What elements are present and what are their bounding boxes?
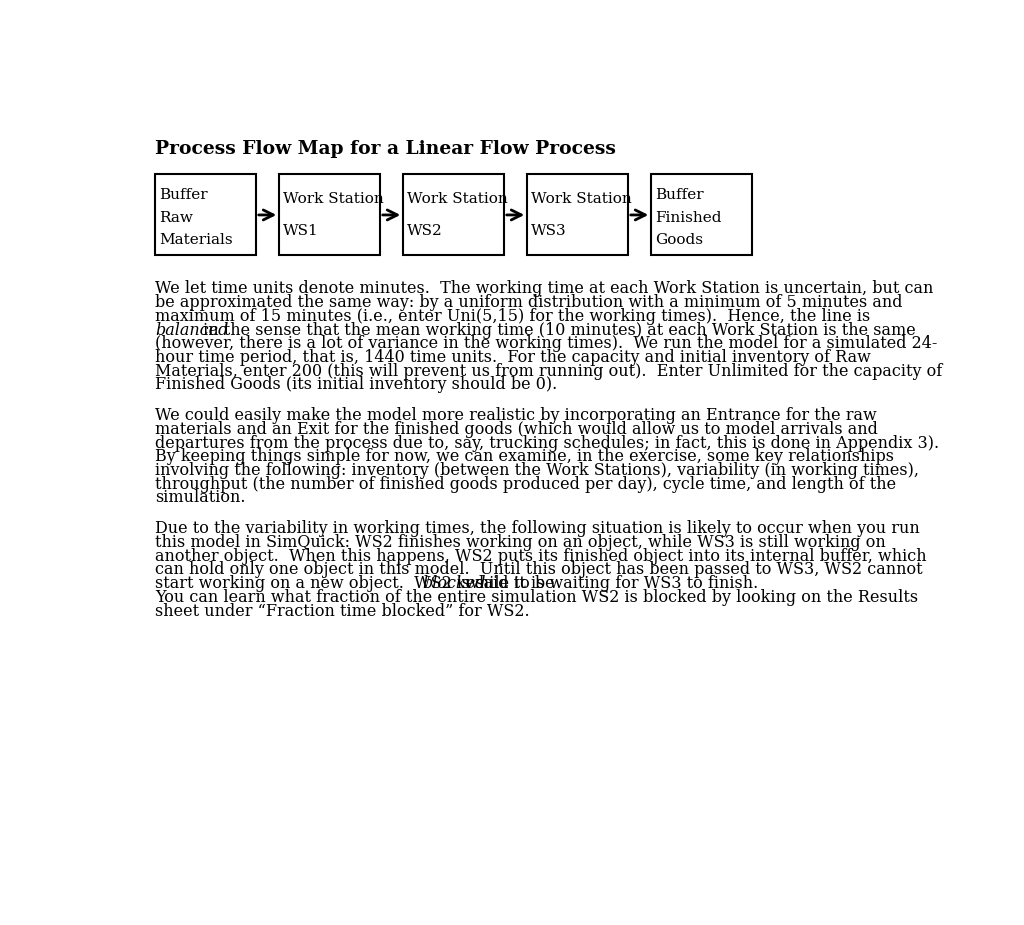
Bar [403, 174, 504, 255]
Text: materials and an Exit for the finished goods (which would allow us to model arri: materials and an Exit for the finished g… [155, 421, 878, 438]
Text: Work Station: Work Station [407, 191, 508, 205]
Text: departures from the process due to, say, trucking schedules; in fact, this is do: departures from the process due to, say,… [155, 435, 939, 451]
Text: balanced: balanced [155, 322, 228, 339]
Text: Finished: Finished [655, 211, 722, 225]
Text: WS3: WS3 [531, 224, 566, 238]
Text: while it is waiting for WS3 to finish.: while it is waiting for WS3 to finish. [460, 575, 758, 592]
Text: Materials, enter 200 (this will prevent us from running out).  Enter Unlimited f: Materials, enter 200 (this will prevent … [155, 363, 942, 380]
Text: Goods: Goods [655, 233, 703, 248]
Text: sheet under “Fraction time blocked” for WS2.: sheet under “Fraction time blocked” for … [155, 602, 529, 620]
Text: Finished Goods (its initial inventory should be 0).: Finished Goods (its initial inventory sh… [155, 376, 557, 393]
Text: Buffer: Buffer [655, 188, 703, 203]
Bar [527, 174, 628, 255]
Text: Process Flow Map for a Linear Flow Process: Process Flow Map for a Linear Flow Proce… [155, 141, 616, 158]
Text: blocked: blocked [423, 575, 486, 592]
Bar [155, 174, 256, 255]
Bar [280, 174, 380, 255]
Bar [651, 174, 752, 255]
Text: involving the following: inventory (between the Work Stations), variability (in : involving the following: inventory (betw… [155, 462, 920, 479]
Text: start working on a new object.  WS2 is said to be: start working on a new object. WS2 is sa… [155, 575, 560, 592]
Text: We let time units denote minutes.  The working time at each Work Station is unce: We let time units denote minutes. The wo… [155, 280, 934, 298]
Text: this model in SimQuick: WS2 finishes working on an object, while WS3 is still wo: this model in SimQuick: WS2 finishes wor… [155, 534, 886, 551]
Text: Work Station: Work Station [531, 191, 632, 205]
Text: another object.  When this happens, WS2 puts its finished object into its intern: another object. When this happens, WS2 p… [155, 548, 927, 564]
Text: You can learn what fraction of the entire simulation WS2 is blocked by looking o: You can learn what fraction of the entir… [155, 589, 919, 606]
Text: be approximated the same way: by a uniform distribution with a minimum of 5 minu: be approximated the same way: by a unifo… [155, 294, 902, 311]
Text: By keeping things simple for now, we can examine, in the exercise, some key rela: By keeping things simple for now, we can… [155, 449, 894, 465]
Text: (however, there is a lot of variance in the working times).  We run the model fo: (however, there is a lot of variance in … [155, 335, 938, 352]
Text: in the sense that the mean working time (10 minutes) at each Work Station is the: in the sense that the mean working time … [198, 322, 915, 339]
Text: Materials: Materials [159, 233, 232, 248]
Text: We could easily make the model more realistic by incorporating an Entrance for t: We could easily make the model more real… [155, 407, 877, 425]
Text: simulation.: simulation. [155, 489, 246, 507]
Text: hour time period, that is, 1440 time units.  For the capacity and initial invent: hour time period, that is, 1440 time uni… [155, 349, 871, 366]
Text: throughput (the number of finished goods produced per day), cycle time, and leng: throughput (the number of finished goods… [155, 475, 896, 493]
Text: maximum of 15 minutes (i.e., enter Uni(5,15) for the working times).  Hence, the: maximum of 15 minutes (i.e., enter Uni(5… [155, 308, 870, 325]
Text: WS2: WS2 [407, 224, 442, 238]
Text: can hold only one object in this model.  Until this object has been passed to WS: can hold only one object in this model. … [155, 561, 923, 578]
Text: WS1: WS1 [283, 224, 318, 238]
Text: Raw: Raw [159, 211, 193, 225]
Text: Work Station: Work Station [283, 191, 384, 205]
Text: Due to the variability in working times, the following situation is likely to oc: Due to the variability in working times,… [155, 520, 920, 537]
Text: Buffer: Buffer [159, 188, 208, 203]
